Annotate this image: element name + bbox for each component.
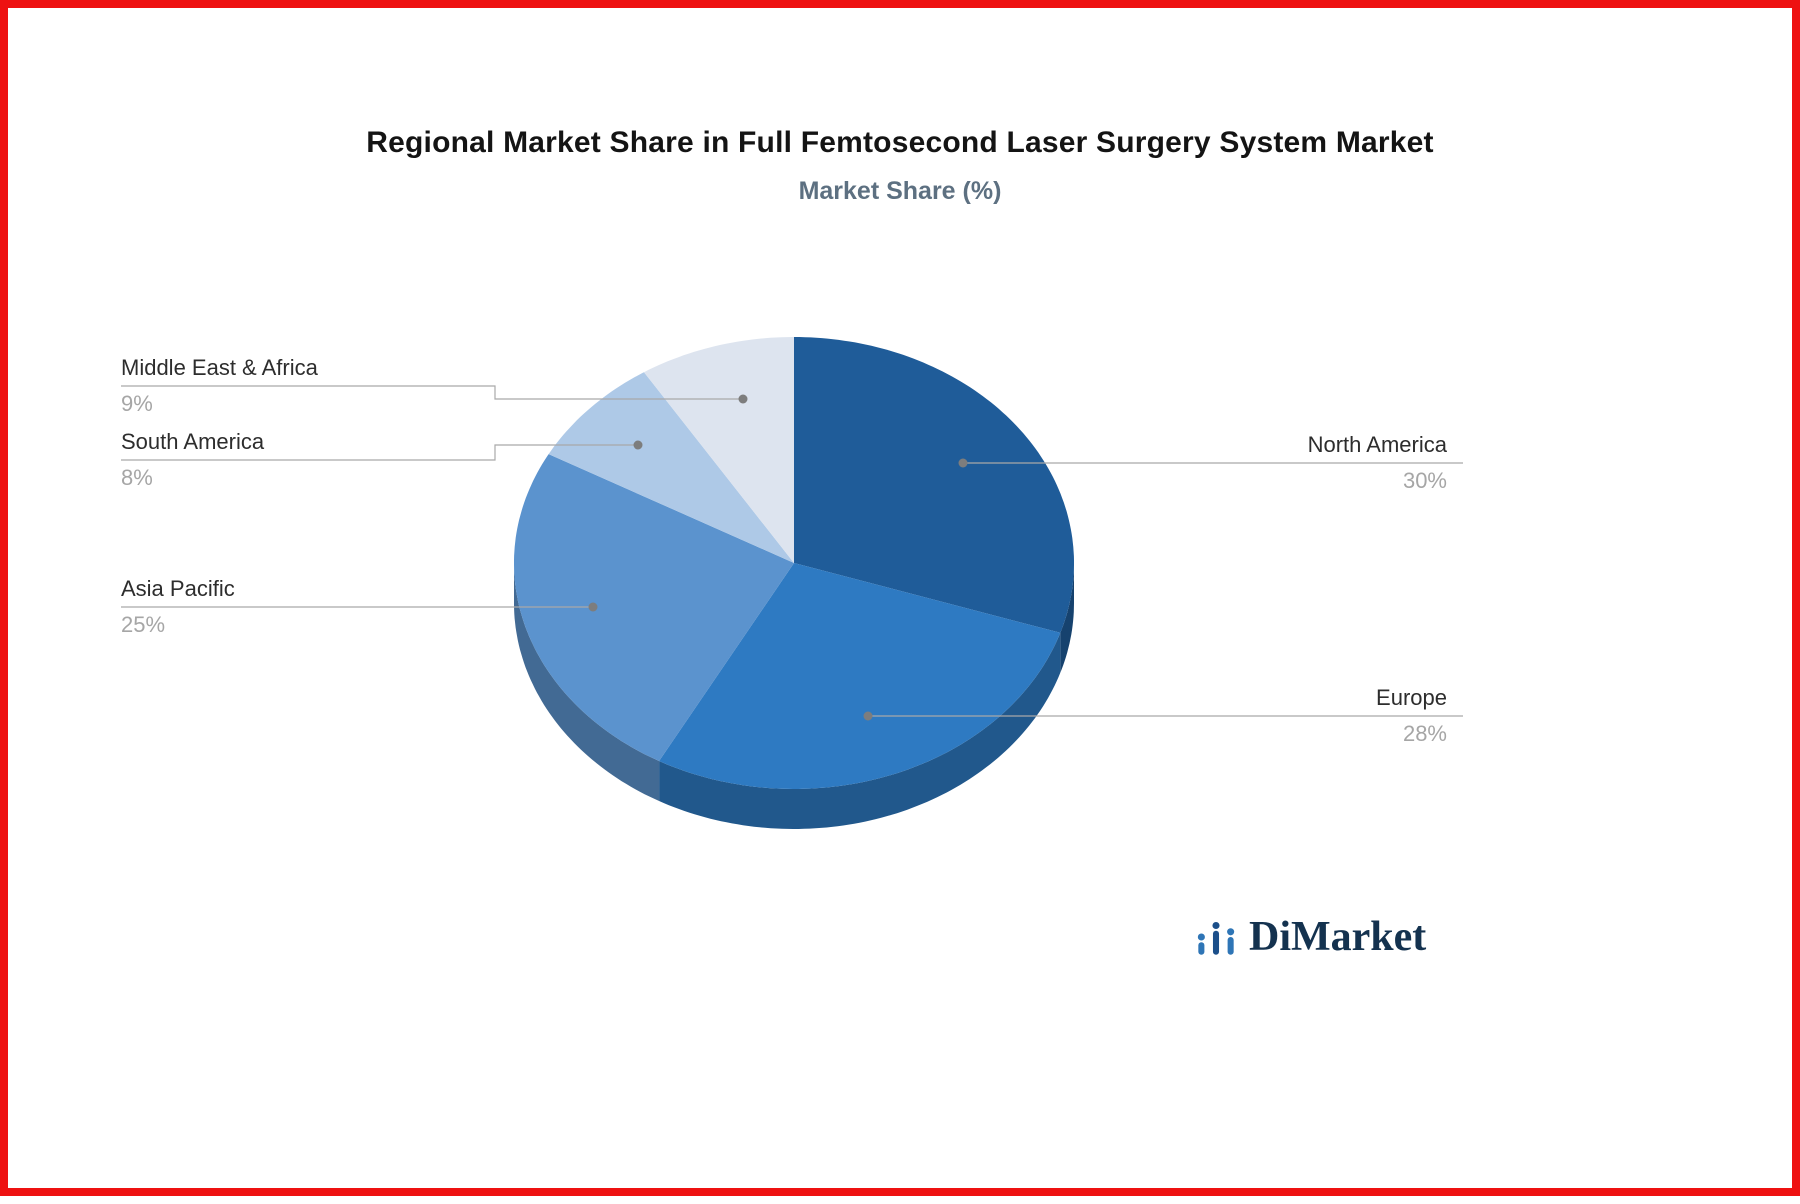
callout-middle-east-africa: Middle East & Africa 9% <box>121 357 318 415</box>
callout-asia-pacific: Asia Pacific 25% <box>121 578 235 636</box>
slice-value-asia-pacific: 25% <box>121 612 166 637</box>
leader-dots <box>588 394 968 721</box>
slice-value-middle-east-africa: 9% <box>121 391 153 416</box>
dot-middle-east-africa <box>738 394 748 404</box>
callout-north-america: North America 30% <box>1308 434 1447 492</box>
callout-europe: Europe 28% <box>1376 687 1447 745</box>
chart-subtitle: Market Share (%) <box>798 177 1002 205</box>
leader-south-america <box>121 444 636 461</box>
dimarket-logo: DiMarket <box>1193 913 1426 961</box>
pie-slices <box>514 337 1074 829</box>
slice-label-south-america: South America <box>121 429 265 454</box>
slice-value-europe: 28% <box>1402 721 1447 746</box>
slice-value-south-america: 8% <box>121 465 153 490</box>
dot-europe <box>863 711 873 721</box>
dot-south-america <box>633 440 643 450</box>
chart-title: Regional Market Share in Full Femtosecon… <box>366 126 1434 159</box>
dot-asia-pacific <box>588 602 598 612</box>
dimarket-logo-text: DiMarket <box>1249 914 1427 960</box>
leader-middle-east-africa <box>121 385 741 400</box>
dot-north-america <box>958 458 968 468</box>
slice-value-north-america: 30% <box>1402 468 1447 493</box>
slice-label-north-america: North America <box>1307 432 1447 457</box>
pie-chart <box>121 337 1463 829</box>
callout-south-america: South America 8% <box>121 431 264 489</box>
leader-lines <box>121 385 1463 717</box>
slice-label-asia-pacific: Asia Pacific <box>121 576 235 601</box>
dimarket-logo-icon <box>1197 921 1235 955</box>
slice-label-europe: Europe <box>1376 685 1447 710</box>
slice-label-middle-east-africa: Middle East & Africa <box>121 355 318 380</box>
